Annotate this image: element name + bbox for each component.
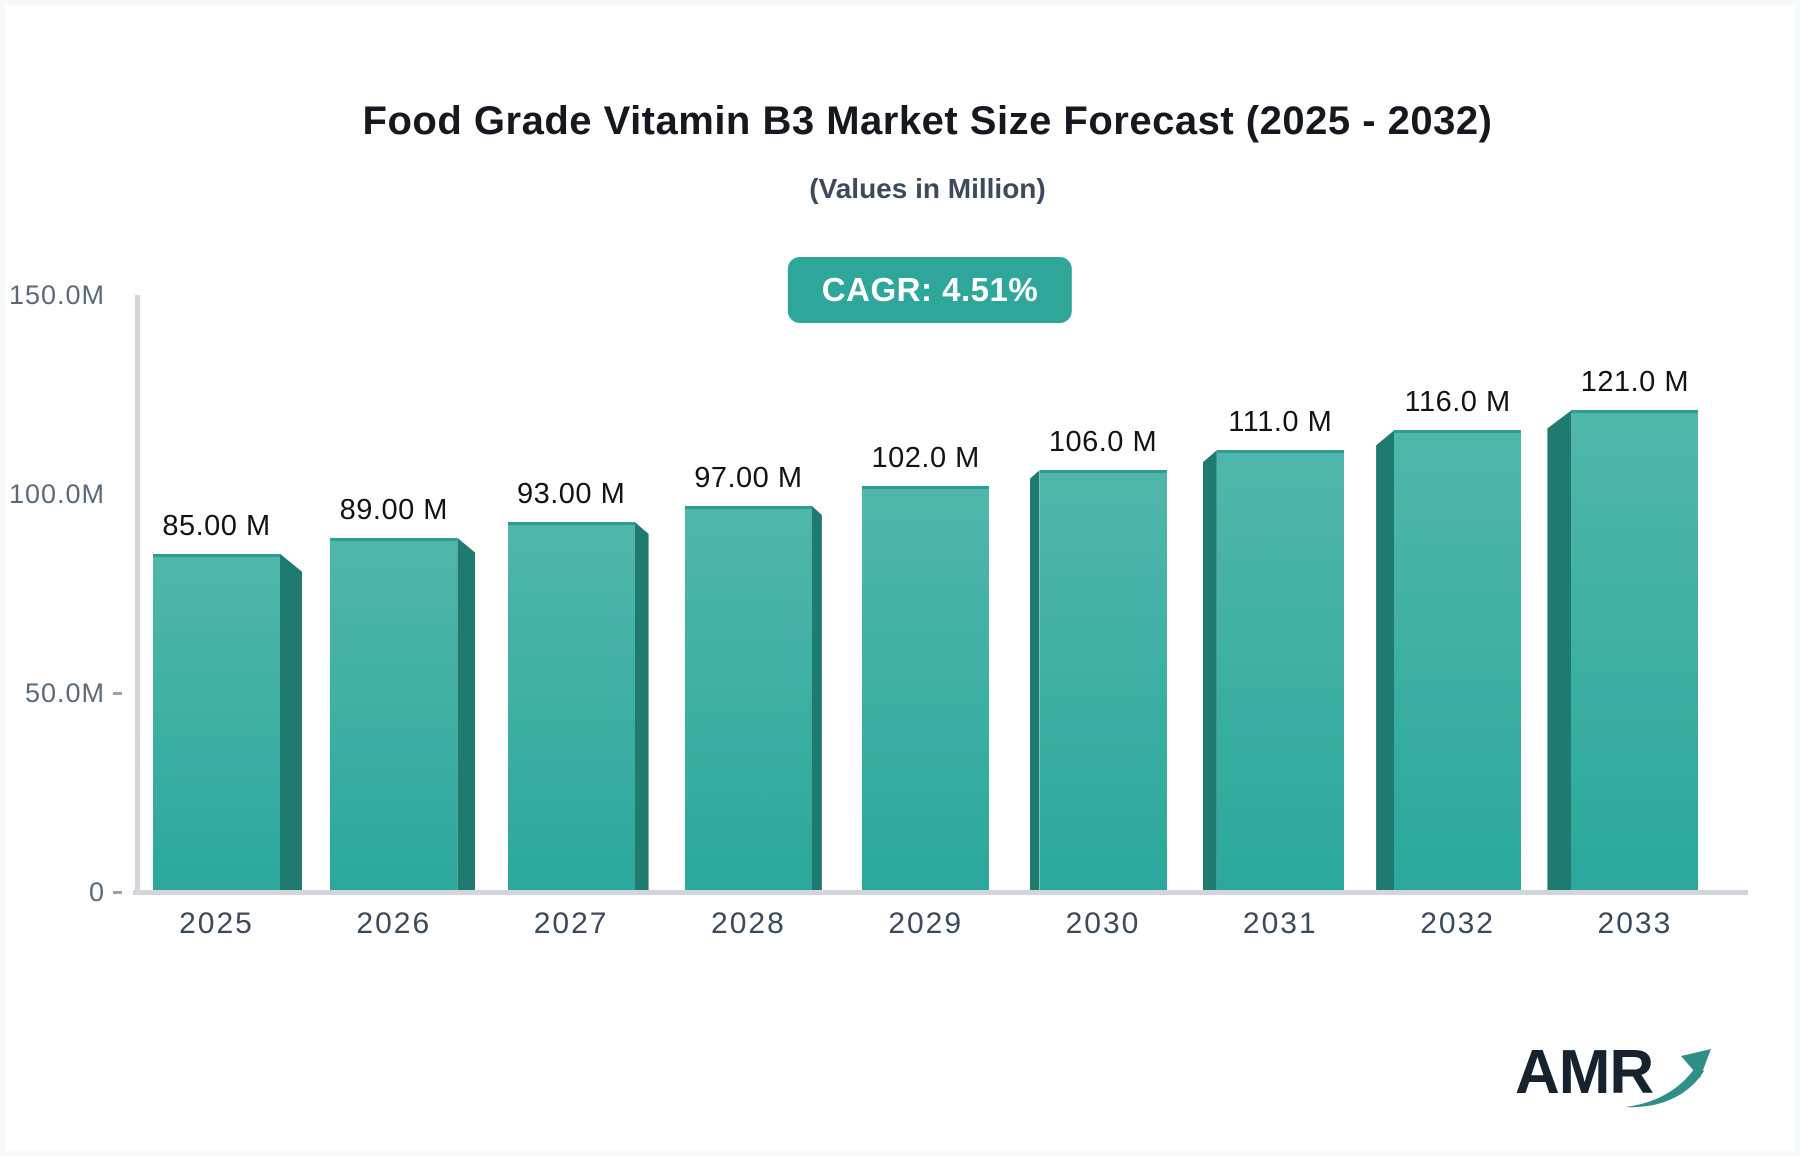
bar-value-label: 116.0 M — [1404, 386, 1511, 419]
chart-subtitle: (Values in Million) — [809, 173, 1046, 204]
bar-2030 — [1039, 470, 1167, 894]
bar-side-face — [1547, 410, 1572, 894]
bar-value-label: 121.0 M — [1580, 366, 1690, 399]
x-axis-label: 2029 — [888, 907, 964, 940]
chart-card: Food Grade Vitamin B3 Market Size Foreca… — [5, 5, 1795, 1151]
x-axis-label: 2025 — [179, 907, 254, 940]
bar-value-label: 97.00 M — [694, 461, 803, 494]
bar-chart-plot-area: 150.0M 100.0M 50.0M 0 85.00 M 2025 89.00 M 2026… — [5, 5, 1800, 1156]
bar-value-label: 89.00 M — [339, 493, 448, 526]
x-axis-label: 2033 — [1597, 907, 1673, 940]
chart-title: Food Grade Vitamin B3 Market Size Foreca… — [362, 99, 1493, 143]
bar-2028 — [684, 505, 812, 894]
x-axis-label: 2031 — [1242, 907, 1318, 940]
bar-2026 — [330, 537, 458, 894]
bar-2031 — [1216, 450, 1344, 894]
bar-2033 — [1571, 410, 1699, 894]
y-axis-label: 0 — [88, 877, 105, 907]
bar-value-label: 93.00 M — [516, 477, 626, 510]
amr-logo-text: AMR — [1515, 1038, 1654, 1107]
x-axis-label: 2028 — [711, 907, 786, 940]
y-axis-label: 100.0M — [8, 479, 105, 509]
x-axis-label: 2032 — [1420, 907, 1495, 940]
bar-value-label: 111.0 M — [1228, 406, 1333, 439]
bar-side-face — [634, 521, 649, 894]
bar-value-label: 106.0 M — [1048, 426, 1158, 459]
bar-value-label: 102.0 M — [871, 442, 980, 475]
bar-side-face — [1202, 450, 1217, 894]
cagr-badge: CAGR: 4.51% — [787, 257, 1073, 323]
y-axis-tick — [113, 891, 122, 894]
bar-value-label: 85.00 M — [162, 509, 271, 542]
bar-2027 — [507, 521, 635, 894]
bar-side-face — [280, 553, 302, 894]
bar-2025 — [153, 553, 280, 894]
y-axis-label: 50.0M — [24, 678, 105, 708]
growth-arrow-icon — [1625, 1049, 1711, 1108]
bar-side-face — [811, 505, 822, 894]
bar-side-face — [1376, 430, 1395, 894]
y-axis-line — [135, 295, 140, 895]
y-axis-label: 150.0M — [8, 280, 105, 310]
y-axis-tick — [113, 692, 122, 695]
x-axis-label: 2026 — [356, 907, 432, 940]
x-axis-label: 2027 — [533, 907, 609, 940]
x-axis-label: 2030 — [1065, 907, 1141, 940]
bar-side-face — [457, 537, 476, 894]
bar-2032 — [1394, 430, 1522, 894]
amr-logo: AMR — [1515, 1037, 1711, 1117]
x-axis-line — [133, 890, 1748, 895]
bar-2029 — [862, 486, 990, 894]
bar-side-face — [1029, 470, 1040, 894]
